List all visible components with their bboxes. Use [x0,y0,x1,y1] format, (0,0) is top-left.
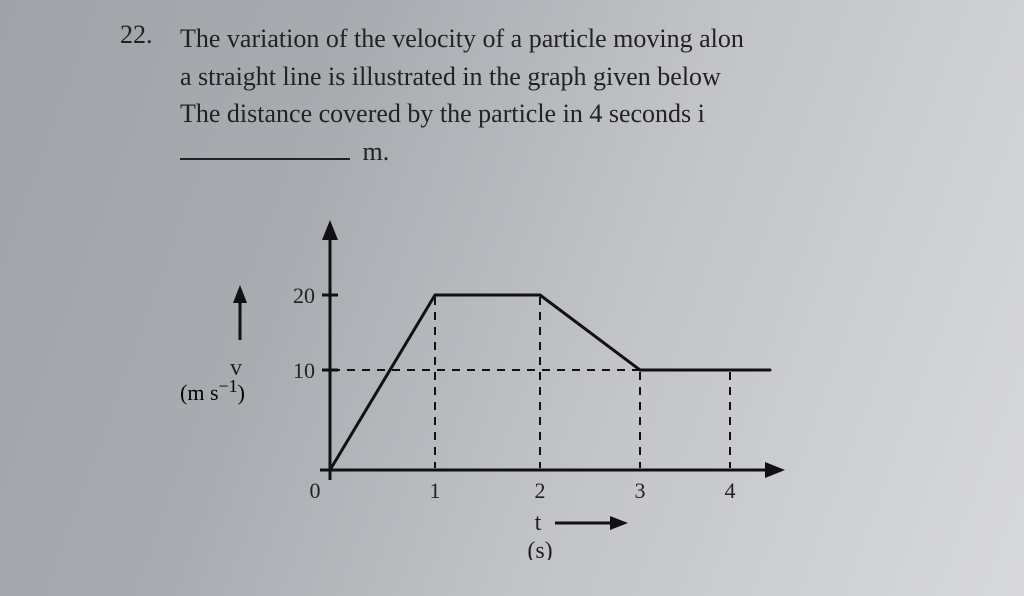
y-axis-arrow [322,220,338,240]
y-tick-label-20: 20 [293,283,315,308]
x-tick-label-3: 3 [635,478,646,503]
y-axis-unit: (m s−1) [180,376,245,405]
x-tick-label-4: 4 [725,478,736,503]
x-axis-var: t [535,510,542,536]
question-text: The variation of the velocity of a parti… [180,20,1004,171]
x-axis-unit: (s) [527,538,552,560]
x-tick-label-2: 2 [535,478,546,503]
y-axis-label-group: v (m s−1) [180,285,247,405]
x-axis-arrow [765,462,785,478]
velocity-plot-line [330,295,770,470]
x-axis-label-group: t (s) [527,510,628,560]
page-root: 22. The variation of the velocity of a p… [0,0,1024,596]
answer-unit: m. [363,137,390,166]
y-label-arrow-head [233,285,247,303]
question-line-2: a straight line is illustrated in the gr… [180,62,721,91]
y-tick-label-10: 10 [293,358,315,383]
x-label-arrow-head [610,516,628,530]
answer-blank [180,158,350,160]
question-line-1: The variation of the velocity of a parti… [180,24,744,53]
x-tick-label-0: 0 [310,478,321,503]
chart-svg: 20 10 0 1 2 3 4 v (m s−1) [170,180,790,560]
velocity-time-chart: 20 10 0 1 2 3 4 v (m s−1) [170,180,790,560]
question-line-3: The distance covered by the particle in … [180,99,705,128]
x-tick-label-1: 1 [430,478,441,503]
question-number: 22. [120,20,153,50]
